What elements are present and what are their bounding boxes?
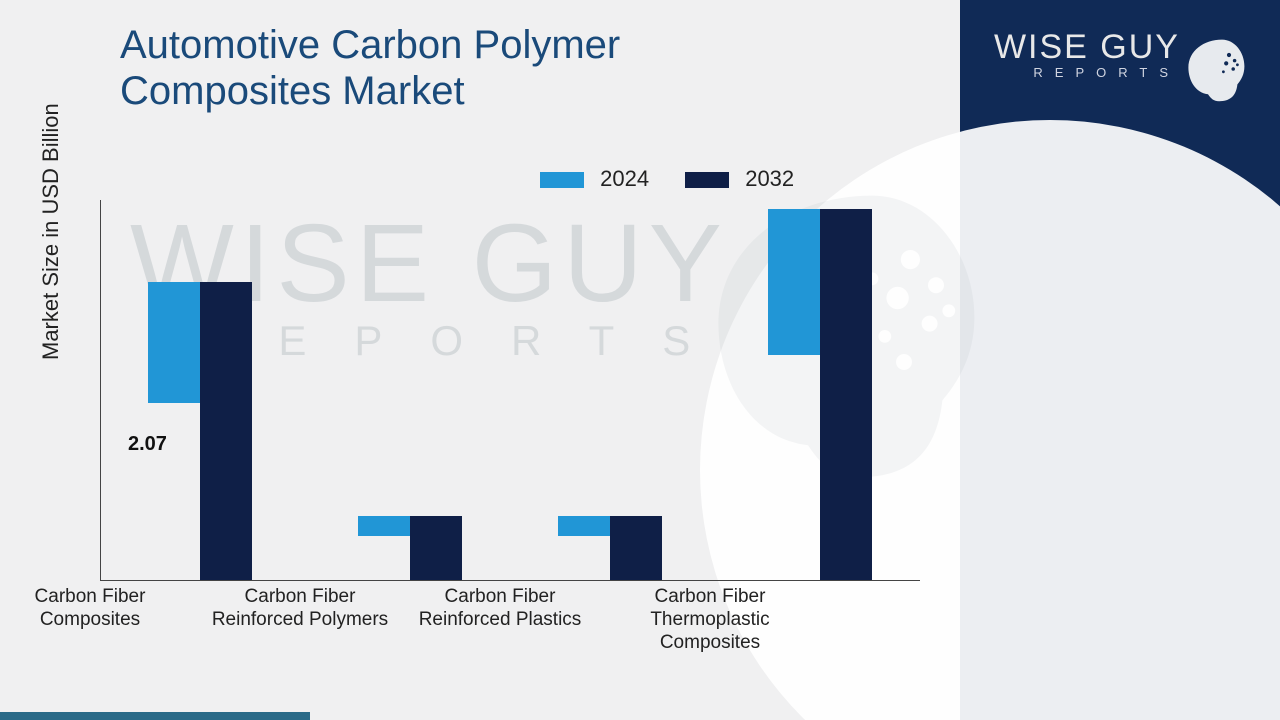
y-axis-label: Market Size in USD Billion [38, 103, 64, 360]
brand-logo: WISE GUY REPORTS [980, 28, 1250, 80]
legend-swatch-2032 [685, 172, 729, 188]
category-label: Carbon Fiber Thermoplastic Composites [620, 586, 800, 654]
plot-area [100, 200, 920, 580]
brand-main: WISE GUY [980, 28, 1180, 67]
legend-label-2032: 2032 [745, 166, 794, 191]
bar-2032 [410, 516, 462, 580]
brand-sub: REPORTS [980, 65, 1180, 80]
chart-title: Automotive Carbon Polymer Composites Mar… [120, 22, 740, 114]
bottom-accent-bar [0, 712, 310, 720]
bar-2032 [200, 282, 252, 580]
legend-swatch-2024 [540, 172, 584, 188]
legend-label-2024: 2024 [600, 166, 649, 191]
bar-2032 [820, 209, 872, 580]
bar-group [340, 516, 480, 580]
category-label: Carbon Fiber Reinforced Plastics [410, 586, 590, 632]
bar-2024 [558, 516, 610, 536]
bar-group [750, 209, 890, 580]
bar-2032 [610, 516, 662, 580]
legend-item-2024: 2024 [540, 166, 649, 192]
bar-group [130, 282, 270, 580]
x-axis-line [100, 580, 920, 581]
bar-2024 [768, 209, 820, 355]
bar-group [540, 516, 680, 580]
infographic-canvas: WISE GUY REPORTS Automotive Carbon Polym… [0, 0, 1280, 720]
head-icon [1180, 34, 1250, 104]
legend-item-2032: 2032 [685, 166, 794, 192]
bar-2024 [358, 516, 410, 536]
value-label: 2.07 [128, 433, 167, 456]
legend: 2024 2032 [540, 166, 794, 192]
category-label: Carbon Fiber Reinforced Polymers [210, 586, 390, 632]
category-label: Carbon Fiber Composites [0, 586, 180, 632]
bar-2024 [148, 282, 200, 403]
